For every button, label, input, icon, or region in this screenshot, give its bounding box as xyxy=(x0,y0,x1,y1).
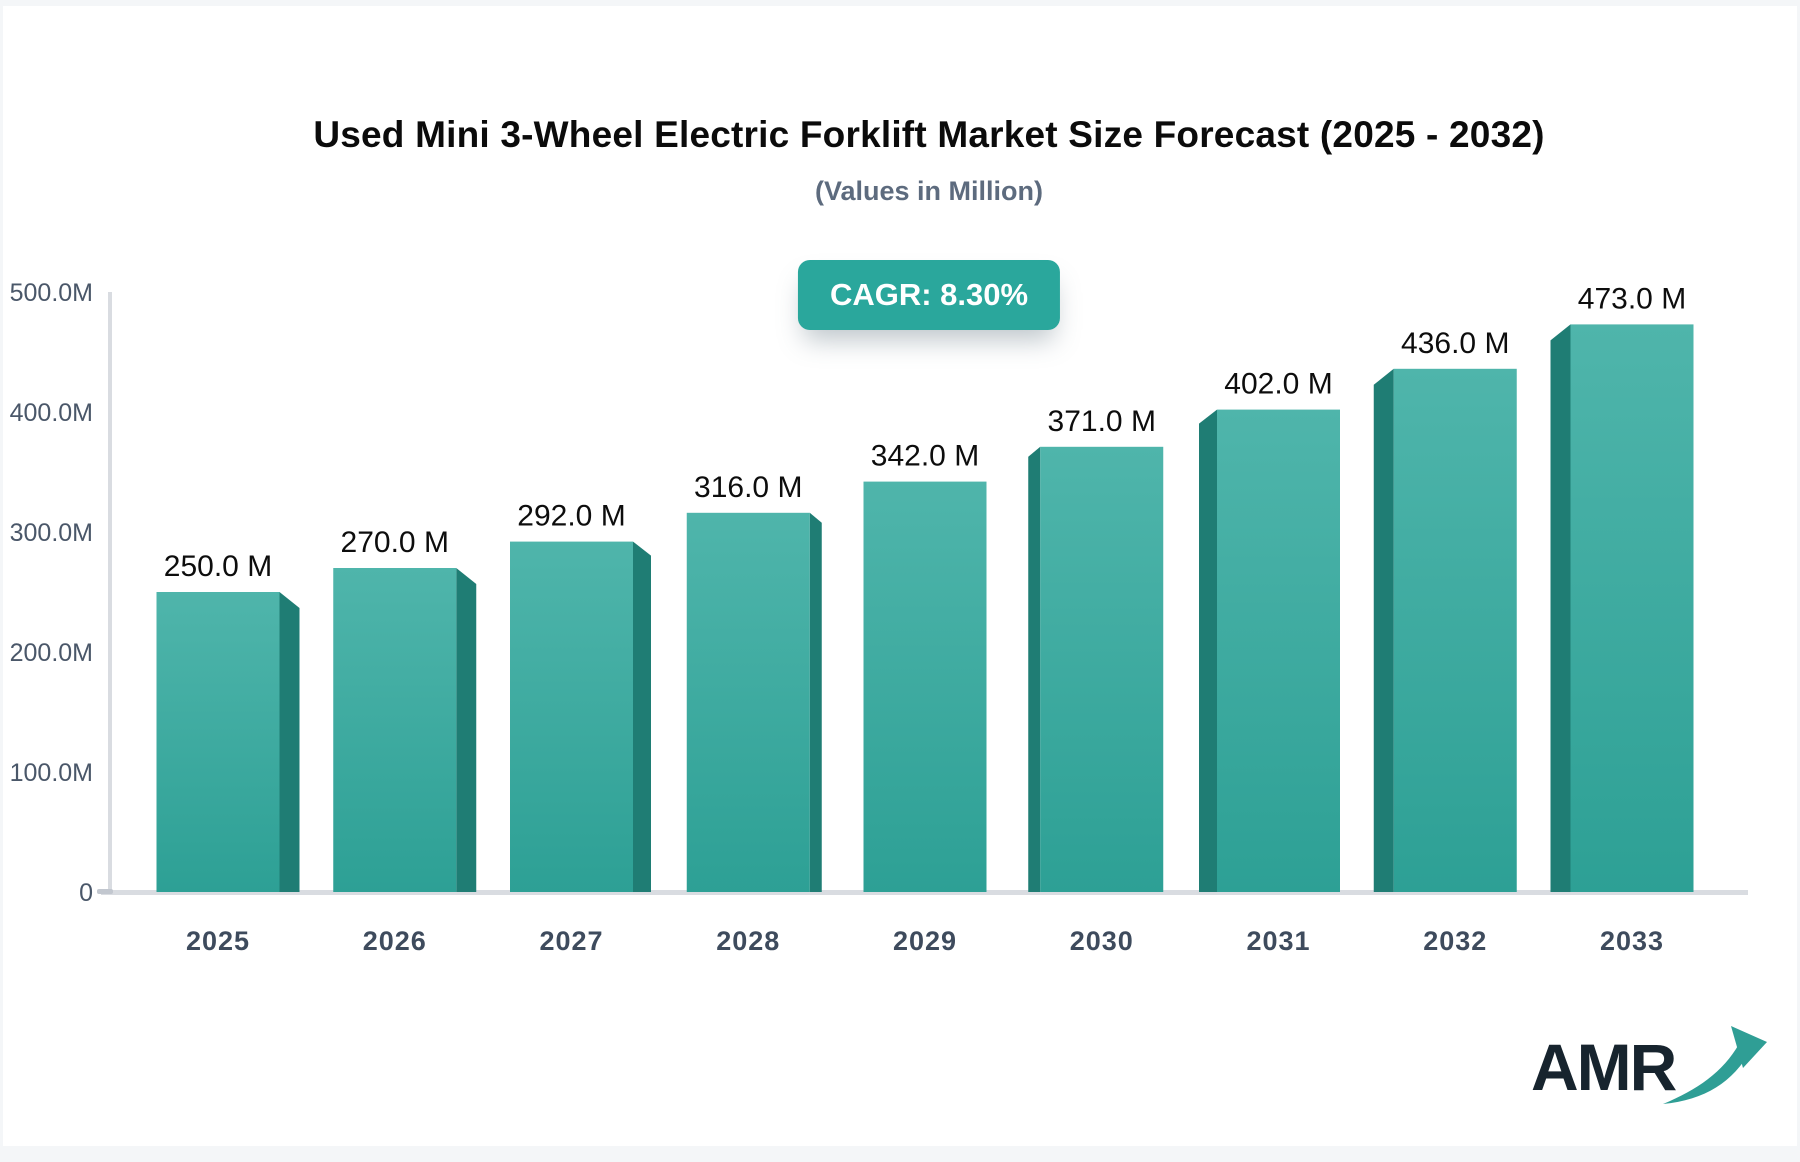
bar xyxy=(1040,446,1164,892)
arrow-swoosh xyxy=(1663,1044,1752,1104)
bar xyxy=(156,592,280,892)
x-tick-label: 2032 xyxy=(1423,926,1487,956)
x-tick-label: 2028 xyxy=(716,926,780,956)
x-tick-label: 2031 xyxy=(1246,926,1310,956)
bar-group: 436.0 M xyxy=(1373,327,1517,892)
bar-group: 270.0 M xyxy=(333,526,477,892)
bar xyxy=(686,512,810,892)
bar-side-face xyxy=(279,592,300,892)
bar-side-face xyxy=(633,541,651,892)
bar-group: 250.0 M xyxy=(156,550,300,892)
bar-value-label: 270.0 M xyxy=(341,526,449,559)
bar-group: 402.0 M xyxy=(1199,368,1340,892)
bar-group: 316.0 M xyxy=(686,471,822,892)
x-tick-label: 2030 xyxy=(1070,926,1134,956)
cagr-badge-label: CAGR: 8.30% xyxy=(829,277,1029,312)
y-tick-label: 100.0M xyxy=(10,759,93,787)
bar-side-face xyxy=(1373,368,1394,892)
growth-arrow-icon xyxy=(1663,1026,1768,1104)
bar-value-label: 436.0 M xyxy=(1401,327,1509,360)
bar-group: 292.0 M xyxy=(510,500,651,892)
x-tick-label: 2026 xyxy=(363,926,427,956)
bar xyxy=(1393,368,1517,892)
arrow-head xyxy=(1731,1026,1768,1068)
bar-value-label: 292.0 M xyxy=(517,500,625,533)
y-tick-label: 0 xyxy=(79,879,93,907)
bar-value-label: 371.0 M xyxy=(1048,405,1156,438)
x-tick-label: 2027 xyxy=(539,926,603,956)
chart-card: Used Mini 3-Wheel Electric Forklift Mark… xyxy=(3,6,1797,1146)
bar-side-face xyxy=(1199,409,1217,892)
bar xyxy=(333,568,457,892)
amr-logo-text: AMR xyxy=(1531,1030,1677,1104)
bar-group: 342.0 M xyxy=(863,440,987,892)
bar-value-label: 316.0 M xyxy=(694,471,802,504)
bar xyxy=(510,541,633,892)
x-tick-label: 2033 xyxy=(1600,926,1664,956)
bar-value-label: 473.0 M xyxy=(1578,282,1686,315)
chart-title: Used Mini 3-Wheel Electric Forklift Mark… xyxy=(313,114,1545,155)
bar xyxy=(863,481,987,892)
chart-svg: 500.0M 400.0M 300.0M 200.0M 100.0M 0 250.0 M 20… xyxy=(10,279,1748,956)
x-tick-label: 2025 xyxy=(186,926,250,956)
bar-side-face xyxy=(1550,324,1571,892)
y-tick-label: 300.0M xyxy=(10,519,93,547)
amr-logo: AMR xyxy=(1531,1026,1773,1110)
bar-side-face xyxy=(456,568,477,892)
chart-subtitle: (Values in Million) xyxy=(814,176,1044,206)
bar xyxy=(1217,409,1340,892)
y-axis-line xyxy=(108,292,112,892)
bar-group: 371.0 M xyxy=(1028,405,1164,892)
y-tick-label: 200.0M xyxy=(10,639,93,667)
y-tick-label: 400.0M xyxy=(10,399,93,427)
bar xyxy=(1570,324,1694,892)
bar-value-label: 250.0 M xyxy=(164,550,272,583)
bar-side-face xyxy=(809,512,822,892)
cagr-badge: CAGR: 8.30% xyxy=(797,260,1061,330)
bar-value-label: 402.0 M xyxy=(1224,368,1332,401)
bar-side-face xyxy=(1028,446,1041,892)
y-tick-label: 500.0M xyxy=(10,279,93,307)
bar-value-label: 342.0 M xyxy=(871,440,979,473)
x-tick-label: 2029 xyxy=(893,926,957,956)
x-axis-line xyxy=(101,890,1748,895)
zero-tick-mark xyxy=(97,889,113,894)
bar-group: 473.0 M xyxy=(1550,282,1694,892)
